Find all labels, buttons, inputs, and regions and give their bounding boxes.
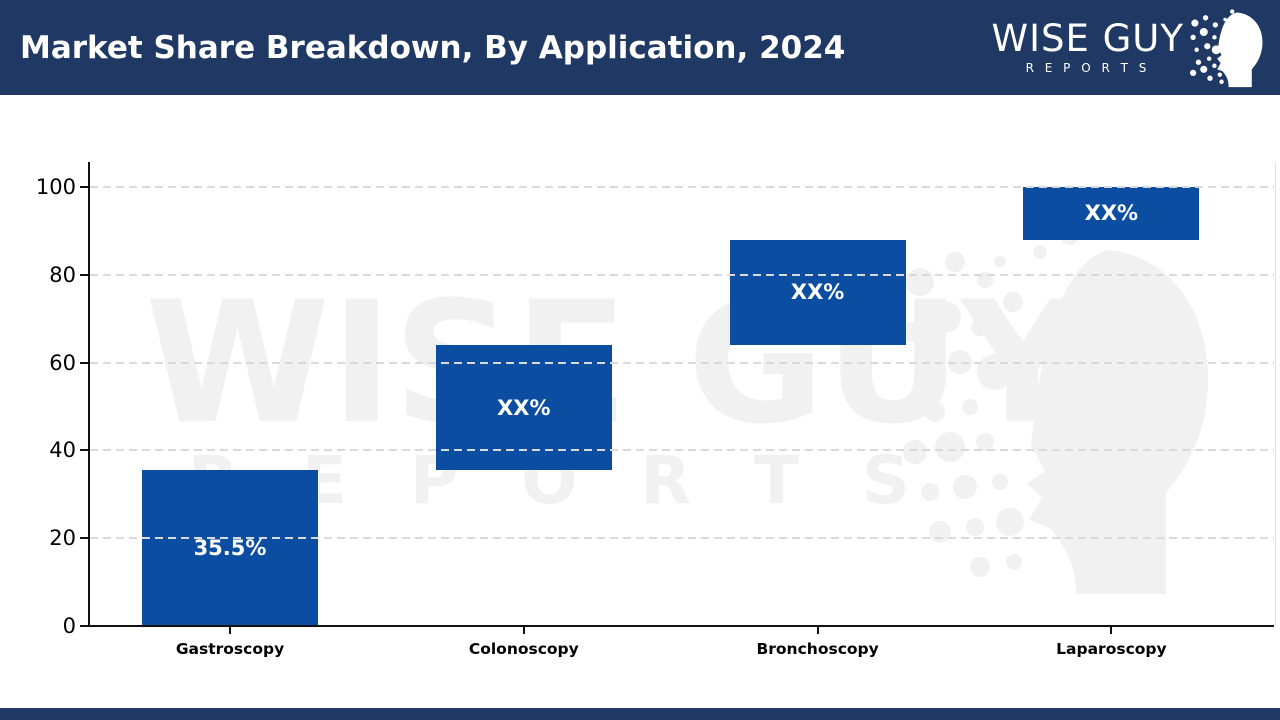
y-tick-0 xyxy=(80,625,89,627)
y-tick-label-60: 60 xyxy=(49,350,76,375)
x-axis-label-gastroscopy: Gastroscopy xyxy=(175,640,285,658)
gridline-100 xyxy=(90,186,1274,188)
gridline-80 xyxy=(90,273,1274,276)
brand-logo-text: WISE GUY R E P O R T S xyxy=(992,19,1184,76)
gridline-20 xyxy=(90,537,1274,540)
brand-name: WISE GUY xyxy=(991,17,1184,60)
bar-laparoscopy: XX% xyxy=(1023,187,1200,240)
footer-bar xyxy=(0,708,1280,720)
y-tick-60 xyxy=(80,361,89,364)
y-tick-label-20: 20 xyxy=(49,526,76,551)
bar-value-label-bronchoscopy: XX% xyxy=(790,280,845,305)
bar-value-label-laparoscopy: XX% xyxy=(1084,201,1139,226)
y-tick-80 xyxy=(80,273,89,276)
y-axis-line xyxy=(88,162,90,627)
x-axis-label-bronchoscopy: Bronchoscopy xyxy=(756,640,879,658)
y-tick-label-80: 80 xyxy=(49,262,76,287)
gridline-60 xyxy=(90,361,1274,364)
bar-bronchoscopy: XX% xyxy=(729,239,906,346)
watermark-head-icon xyxy=(900,227,1209,594)
bar-value-label-gastroscopy: 35.5% xyxy=(193,536,267,561)
x-tick-laparoscopy xyxy=(1110,627,1113,634)
header-bar: Market Share Breakdown, By Application, … xyxy=(0,0,1280,95)
brand-logo: WISE GUY R E P O R T S xyxy=(992,0,1266,95)
x-tick-gastroscopy xyxy=(229,627,231,634)
gridline-40 xyxy=(90,449,1274,452)
x-axis-label-colonoscopy: Colonoscopy xyxy=(468,640,579,658)
bar-gastroscopy: 35.5% xyxy=(142,470,318,626)
x-tick-colonoscopy xyxy=(522,627,525,634)
y-tick-label-100: 100 xyxy=(35,175,76,199)
brand-head-icon xyxy=(1190,8,1263,87)
bar-colonoscopy: XX% xyxy=(435,345,612,471)
y-tick-label-0: 0 xyxy=(62,614,76,638)
x-axis-line xyxy=(88,625,1274,627)
x-tick-bronchoscopy xyxy=(816,627,819,634)
x-axis-label-laparoscopy: Laparoscopy xyxy=(1056,640,1167,658)
chart-title: Market Share Breakdown, By Application, … xyxy=(20,29,846,66)
plot-right-border xyxy=(1275,162,1276,625)
y-tick-100 xyxy=(80,186,89,188)
y-tick-label-40: 40 xyxy=(49,438,76,463)
brand-subtitle: R E P O R T S xyxy=(1025,61,1150,75)
bar-value-label-colonoscopy: XX% xyxy=(497,395,551,420)
y-tick-20 xyxy=(80,537,89,540)
y-tick-40 xyxy=(80,449,89,452)
